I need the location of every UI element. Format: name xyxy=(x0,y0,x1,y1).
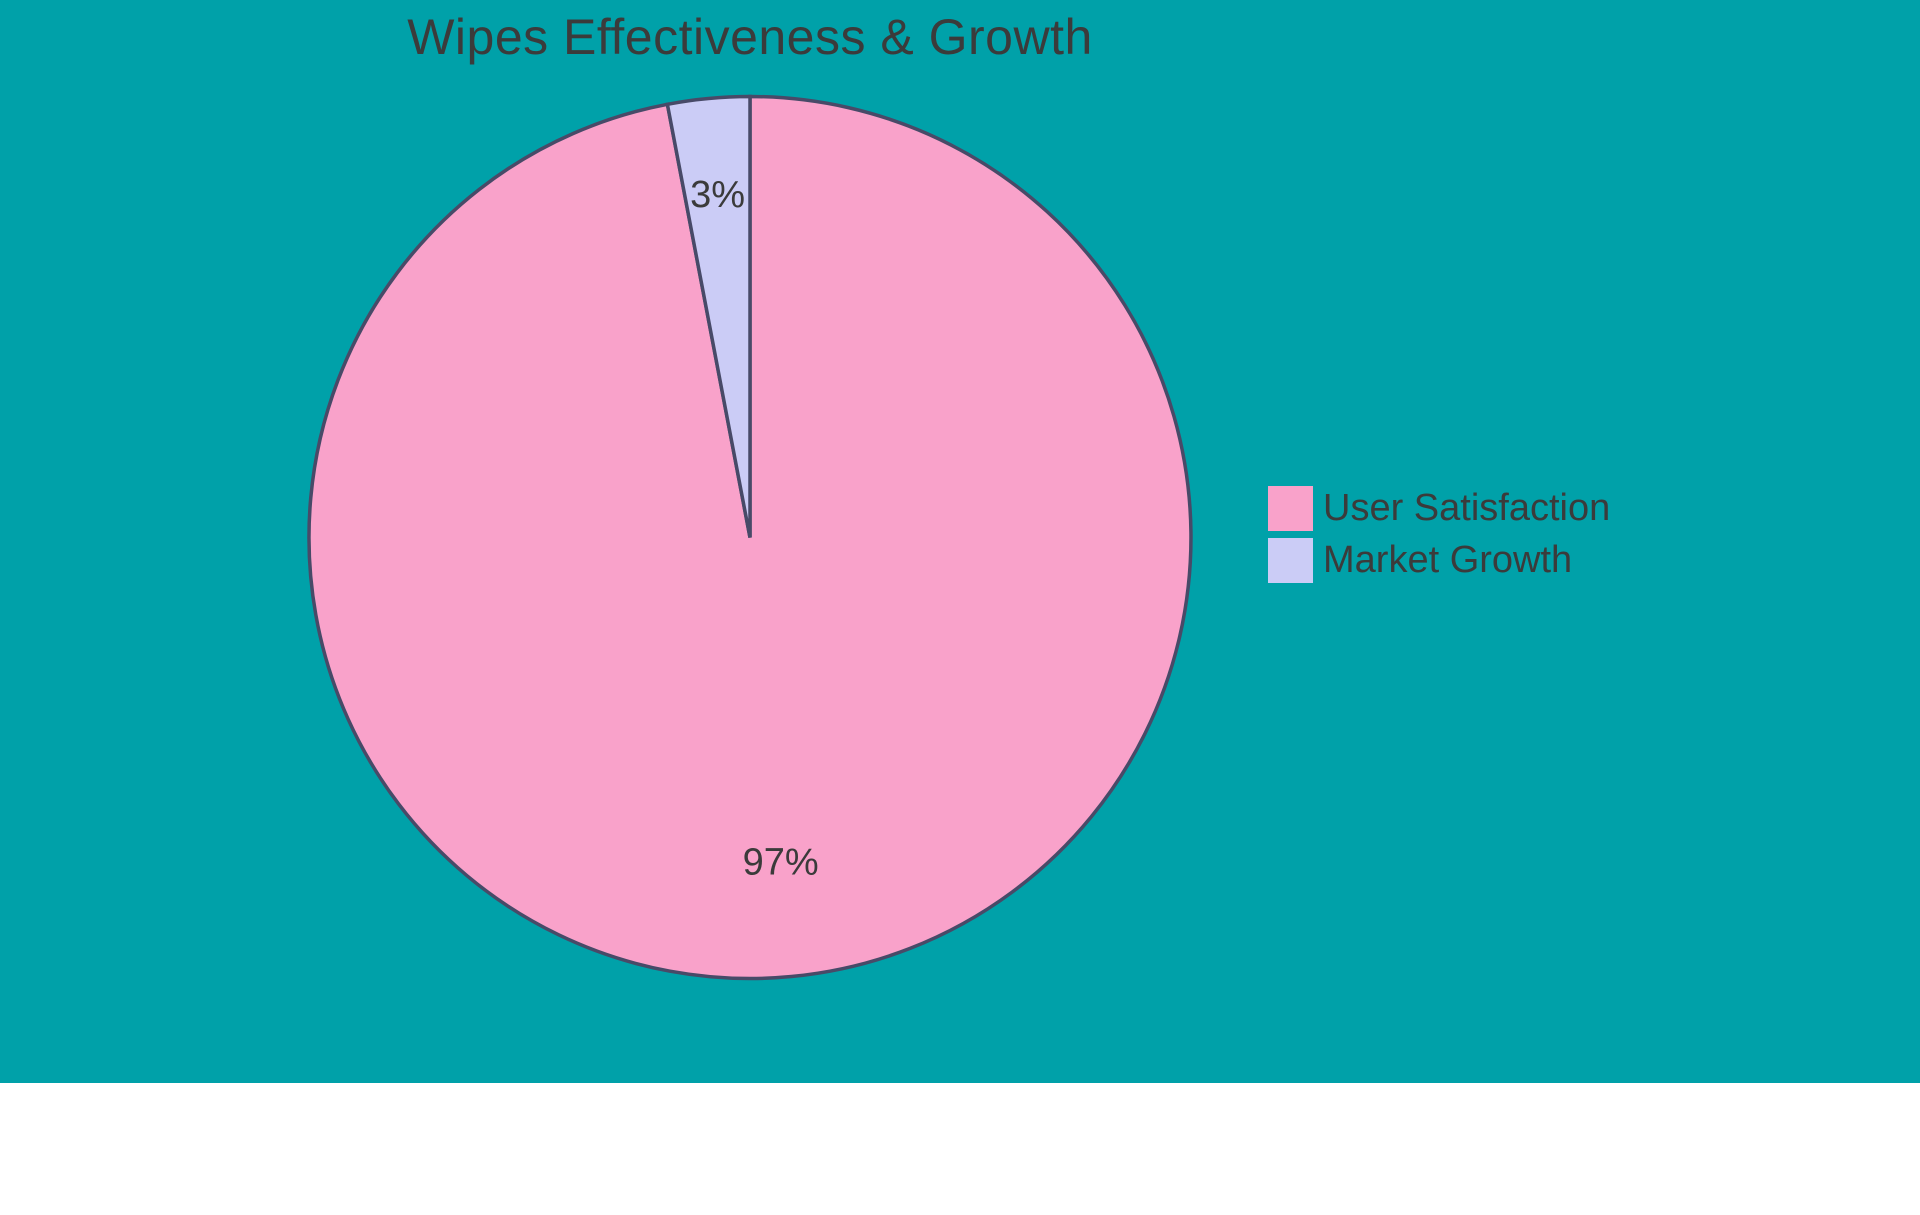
legend: User Satisfaction Market Growth xyxy=(1268,486,1610,583)
legend-swatch-user-satisfaction xyxy=(1268,486,1313,531)
legend-item-user-satisfaction: User Satisfaction xyxy=(1268,486,1610,531)
legend-item-market-growth: Market Growth xyxy=(1268,538,1610,583)
chart-title: Wipes Effectiveness & Growth xyxy=(407,9,1093,65)
pie-chart: 97% 3% xyxy=(307,94,1193,981)
slice-label-market-growth: 3% xyxy=(690,174,745,216)
legend-label-user-satisfaction: User Satisfaction xyxy=(1323,487,1611,529)
page-footer-blank xyxy=(0,1083,1920,1215)
pie-slice-market-growth xyxy=(665,94,752,538)
legend-label-market-growth: Market Growth xyxy=(1323,539,1573,581)
legend-swatch-market-growth xyxy=(1268,538,1313,583)
slice-label-user-satisfaction: 97% xyxy=(743,841,819,883)
